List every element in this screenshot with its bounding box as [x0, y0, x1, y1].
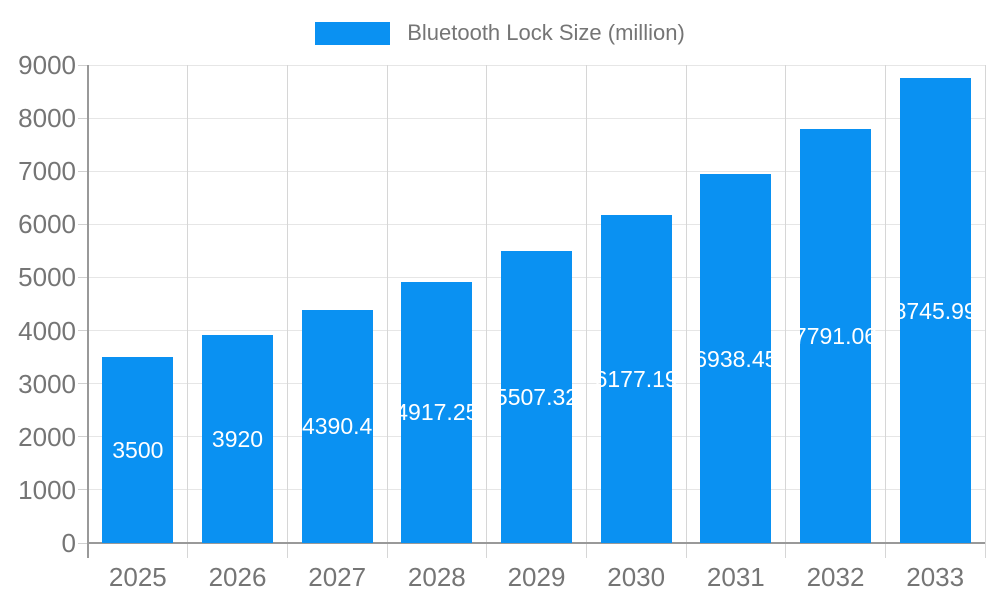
x-axis-label: 2033 — [906, 562, 965, 592]
x-axis-baseline — [88, 542, 985, 544]
y-axis-label: 4000 — [18, 315, 76, 346]
gridline-vertical — [585, 65, 587, 558]
y-axis-label: 0 — [61, 528, 76, 558]
y-axis-label: 8000 — [18, 103, 76, 134]
bar-value-label: 6938.45 — [694, 345, 778, 372]
bar-2032[interactable] — [800, 129, 871, 543]
gridline-vertical — [984, 65, 986, 558]
gridline-horizontal — [88, 223, 985, 225]
legend-label: Bluetooth Lock Size (million) — [407, 20, 685, 45]
bar-value-label: 7791.06 — [793, 323, 878, 350]
bar-2029[interactable] — [501, 250, 572, 543]
y-axis-label: 5000 — [18, 262, 76, 293]
y-axis-line — [87, 65, 89, 558]
bar-value-label: 3920 — [211, 425, 264, 452]
bar-2027[interactable] — [301, 309, 373, 543]
bar-2031[interactable] — [700, 174, 772, 543]
y-axis-label: 1000 — [18, 474, 76, 505]
gridline-vertical — [884, 65, 886, 558]
bar-2033[interactable] — [899, 78, 971, 543]
y-axis-label: 6000 — [18, 209, 76, 240]
gridline-horizontal — [88, 64, 985, 66]
x-axis-label: 2030 — [607, 562, 666, 592]
y-tick-mark — [78, 489, 88, 491]
gridline-vertical — [286, 65, 288, 558]
gridline-vertical — [785, 65, 787, 558]
bar-value-label: 4390.4 — [301, 413, 373, 440]
y-tick-mark — [78, 223, 88, 225]
bar-2030[interactable] — [600, 214, 672, 543]
bar-2028[interactable] — [401, 281, 473, 543]
x-axis-label: 2029 — [507, 562, 566, 592]
gridline-vertical — [187, 65, 189, 558]
bar-value-label: 4917.25 — [395, 399, 479, 426]
bar-value-label: 8745.99 — [893, 297, 977, 324]
y-axis-label: 7000 — [18, 156, 76, 187]
x-axis-label: 2026 — [208, 562, 267, 592]
y-axis-label: 3000 — [18, 368, 76, 399]
gridline-vertical — [685, 65, 687, 558]
y-axis-label: 9000 — [18, 50, 76, 80]
y-tick-mark — [78, 330, 88, 332]
bar-2026[interactable] — [202, 334, 273, 543]
y-tick-mark — [78, 117, 88, 119]
gridline-vertical — [486, 65, 488, 558]
legend: Bluetooth Lock Size (million) — [0, 20, 1000, 46]
y-tick-mark — [78, 383, 88, 385]
x-axis-label: 2027 — [308, 562, 367, 592]
x-axis-label: 2025 — [108, 562, 167, 592]
y-tick-mark — [78, 276, 88, 278]
bar-value-label: 5507.32 — [494, 383, 579, 410]
x-axis-label: 2028 — [407, 562, 466, 592]
bar-value-label: 6177.19 — [594, 365, 678, 392]
legend-swatch-icon — [315, 21, 391, 45]
gridline-horizontal — [88, 170, 985, 172]
x-axis-label: 2031 — [706, 562, 765, 592]
y-tick-mark — [78, 542, 88, 544]
bar-value-label: 3500 — [112, 437, 164, 464]
bar-2025[interactable] — [102, 357, 174, 543]
x-axis-label: 2032 — [806, 562, 865, 592]
gridline-vertical — [386, 65, 388, 558]
y-tick-mark — [78, 436, 88, 438]
y-axis-label: 2000 — [18, 421, 76, 452]
gridline-horizontal — [88, 117, 985, 119]
y-tick-mark — [78, 64, 88, 66]
y-tick-mark — [78, 170, 88, 172]
